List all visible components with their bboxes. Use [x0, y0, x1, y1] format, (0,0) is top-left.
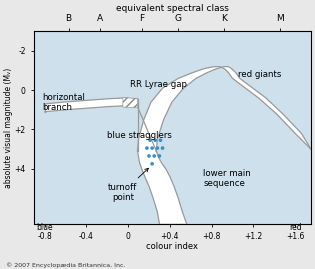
Text: © 2007 Encyclopædia Britannica, Inc.: © 2007 Encyclopædia Britannica, Inc. [6, 263, 126, 268]
Text: blue stragglers: blue stragglers [107, 131, 172, 140]
Text: blue: blue [36, 223, 53, 232]
Point [150, 162, 155, 166]
Point [144, 146, 149, 150]
Polygon shape [123, 98, 138, 108]
Point [160, 146, 165, 150]
Y-axis label: absolute visual magnitude (Mᵥ): absolute visual magnitude (Mᵥ) [4, 67, 13, 187]
Text: horizontal
branch: horizontal branch [43, 93, 85, 112]
Point [157, 154, 162, 158]
Text: red giants: red giants [238, 70, 281, 79]
X-axis label: colour index: colour index [146, 242, 198, 252]
Text: red: red [289, 223, 301, 232]
Polygon shape [138, 67, 311, 151]
Polygon shape [138, 151, 186, 224]
Point [158, 138, 163, 142]
Point [152, 154, 157, 158]
Point [155, 146, 160, 150]
Polygon shape [45, 98, 138, 112]
Point [150, 146, 155, 150]
Text: RR Lyrae gap: RR Lyrae gap [130, 80, 187, 89]
Text: lower main
sequence: lower main sequence [203, 169, 251, 188]
X-axis label: equivalent spectral class: equivalent spectral class [116, 4, 229, 13]
Text: turnoff
point: turnoff point [108, 168, 148, 202]
Point [146, 154, 152, 158]
Point [147, 138, 152, 142]
Point [153, 138, 158, 142]
